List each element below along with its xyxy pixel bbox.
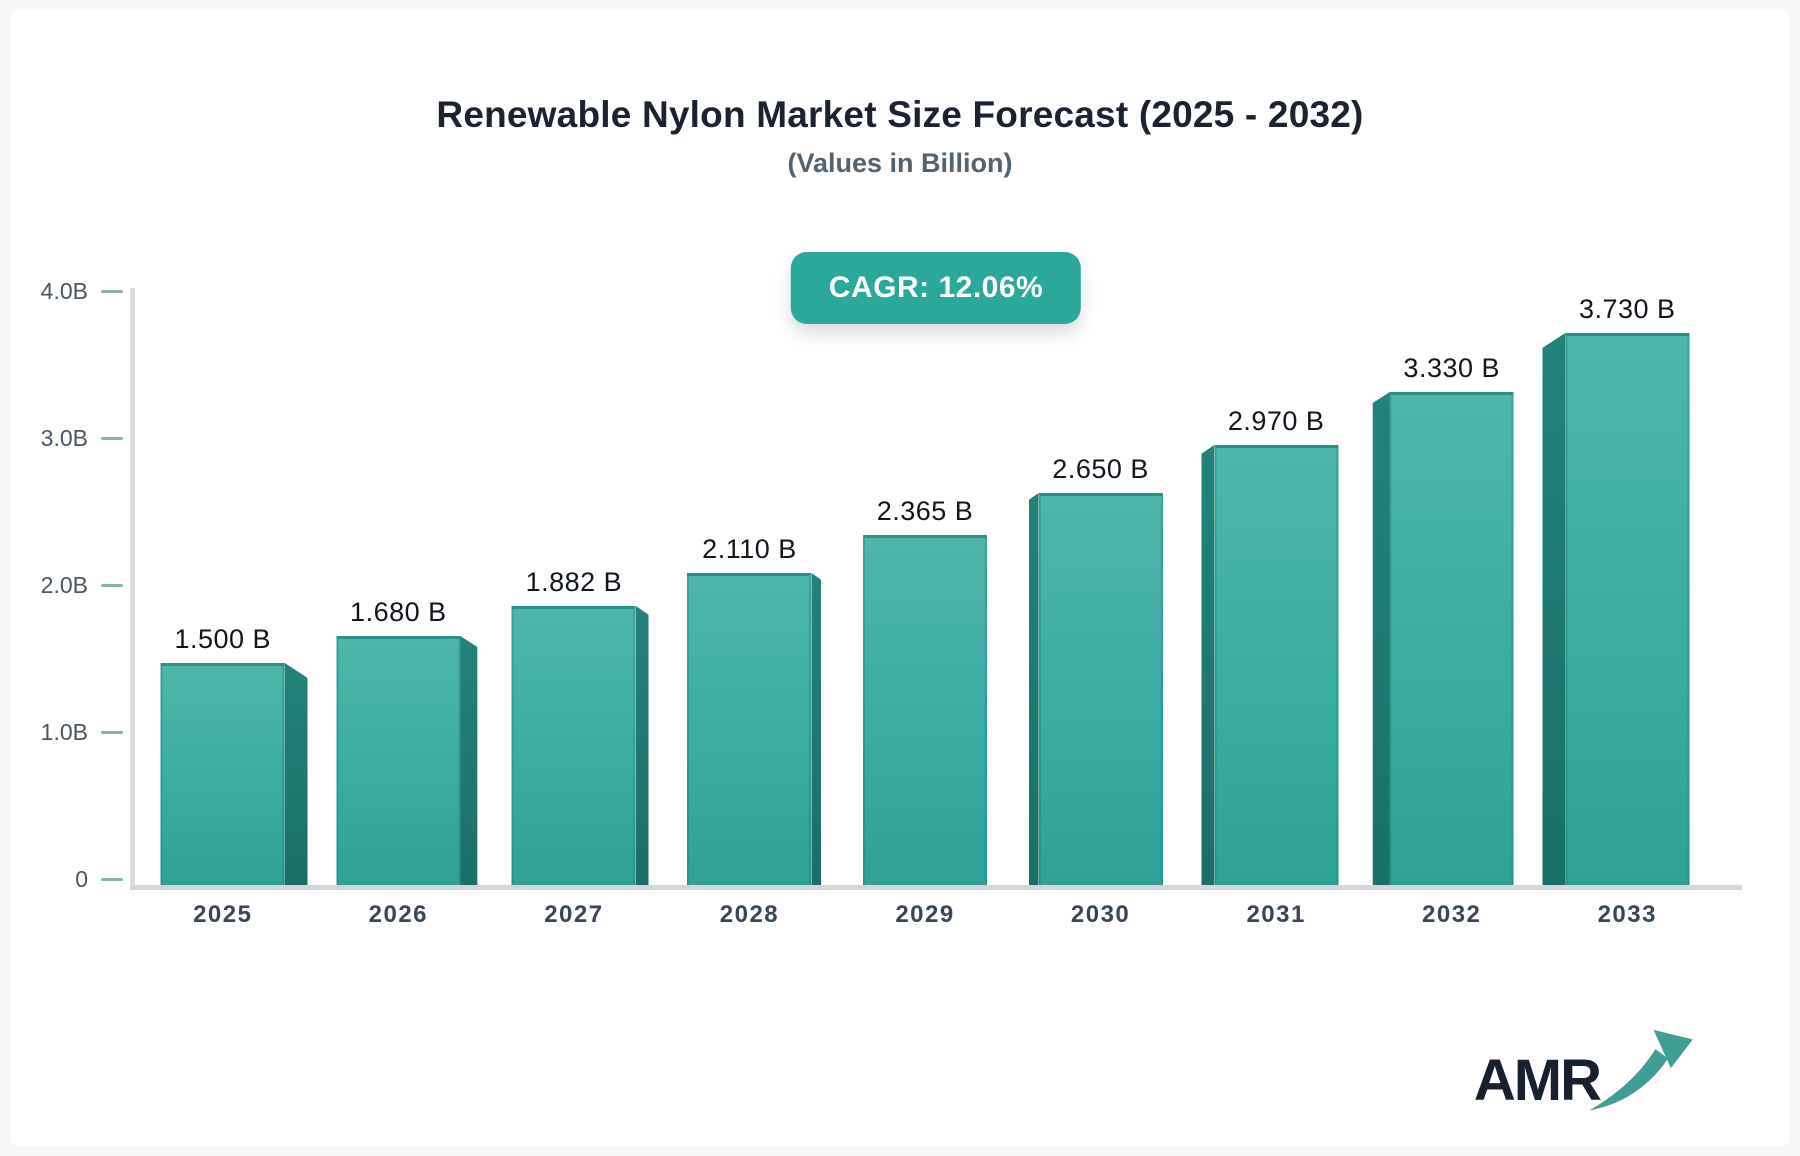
bar-face: 3.330 B bbox=[1389, 353, 1514, 885]
y-axis-label: 4.0B bbox=[40, 277, 88, 304]
bar-value-label: 3.330 B bbox=[1403, 353, 1501, 383]
bar-slot: 2.110 B bbox=[662, 534, 838, 885]
bar-side-face bbox=[284, 663, 308, 885]
y-axis-label: 0 bbox=[75, 865, 88, 892]
x-axis-label: 2026 bbox=[368, 901, 429, 928]
bar-side-face bbox=[460, 636, 478, 885]
x-axis-label: 2030 bbox=[1070, 901, 1131, 928]
chart-title: Renewable Nylon Market Size Forecast (20… bbox=[436, 94, 1364, 135]
bar-value-label: 2.650 B bbox=[1052, 454, 1149, 484]
bar-face: 1.680 B bbox=[336, 597, 461, 885]
bar-2025: 1.500 B bbox=[160, 624, 308, 885]
y-axis-tick-row: 1.0B bbox=[0, 718, 123, 746]
bar-face: 1.500 B bbox=[160, 624, 285, 885]
y-axis-tick bbox=[101, 436, 123, 440]
bar-face: 2.110 B bbox=[687, 534, 812, 885]
y-axis-tick bbox=[101, 730, 123, 734]
bar-slot: 3.330 B bbox=[1364, 353, 1540, 885]
x-axis-label: 2025 bbox=[193, 901, 253, 928]
bar-series: 1.500 B 1.680 B 1.882 B 2.110 B 2.365 B 2.650… bbox=[135, 294, 1716, 885]
y-axis-tick-row: 0 bbox=[0, 865, 123, 893]
bar-value-label: 2.365 B bbox=[876, 496, 974, 526]
bar-2031: 2.970 B bbox=[1201, 406, 1339, 885]
y-axis-tick-row: 2.0B bbox=[0, 571, 123, 599]
bar-side-face bbox=[1372, 392, 1390, 885]
x-axis-label: 2032 bbox=[1422, 901, 1482, 928]
x-axis-label: 2033 bbox=[1597, 901, 1657, 928]
bar-2033: 3.730 B bbox=[1542, 294, 1690, 885]
bar-2030: 2.650 B bbox=[1028, 454, 1163, 885]
bar-face: 1.882 B bbox=[511, 567, 636, 885]
x-axis-label: 2027 bbox=[544, 901, 604, 928]
bar-value-label: 2.970 B bbox=[1227, 406, 1325, 436]
bar-value-label: 1.500 B bbox=[174, 624, 272, 654]
bar-slot: 3.730 B bbox=[1540, 294, 1716, 885]
cagr-badge: CAGR: 12.06% bbox=[790, 252, 1082, 324]
bar-side-face bbox=[635, 606, 649, 885]
y-axis-tick-row: 3.0B bbox=[0, 424, 123, 452]
bar-2029: 2.365 B bbox=[863, 496, 988, 885]
bar-slot: 1.500 B bbox=[135, 624, 311, 885]
bar-2027: 1.882 B bbox=[511, 567, 649, 885]
y-axis-label: 1.0B bbox=[40, 718, 88, 745]
amr-logo: AMR bbox=[1473, 1028, 1704, 1113]
bar-2026: 1.680 B bbox=[336, 597, 478, 885]
bar-side-face bbox=[1542, 333, 1566, 885]
chart-subtitle: (Values in Billion) bbox=[787, 148, 1013, 178]
bar-value-label: 1.882 B bbox=[525, 567, 623, 597]
bar-face: 2.650 B bbox=[1038, 454, 1163, 885]
bar-value-label: 1.680 B bbox=[350, 597, 447, 627]
bar-value-label: 2.110 B bbox=[702, 534, 797, 564]
bar-face: 2.970 B bbox=[1214, 406, 1339, 885]
x-axis-labels: 2025 2026 2027 2028 2029 2030 2031 2032 2033 bbox=[135, 901, 1715, 929]
bar-slot: 2.650 B bbox=[1013, 454, 1189, 885]
amr-logo-text: AMR bbox=[1473, 1048, 1602, 1113]
x-axis-label: 2029 bbox=[895, 901, 955, 928]
x-axis-line bbox=[130, 885, 1742, 890]
bar-2028: 2.110 B bbox=[687, 534, 822, 885]
bar-slot: 2.970 B bbox=[1188, 406, 1364, 885]
bar-side-face bbox=[1028, 493, 1039, 885]
bar-face: 2.365 B bbox=[863, 496, 988, 885]
bar-slot: 1.882 B bbox=[486, 567, 662, 885]
y-axis-tick bbox=[101, 289, 123, 293]
bar-slot: 2.365 B bbox=[837, 496, 1013, 885]
y-axis-tick bbox=[101, 583, 123, 587]
bar-side-face bbox=[1201, 445, 1215, 885]
bar-side-face bbox=[811, 573, 822, 885]
y-axis-line bbox=[130, 288, 135, 890]
bar-value-label: 3.730 B bbox=[1578, 294, 1676, 324]
growth-arrow-icon bbox=[1589, 1029, 1693, 1111]
bar-slot: 1.680 B bbox=[311, 597, 487, 885]
bar-face: 3.730 B bbox=[1565, 294, 1690, 885]
bar-2032: 3.330 B bbox=[1372, 353, 1514, 885]
x-axis-label: 2031 bbox=[1246, 901, 1306, 928]
y-axis-tick-row: 4.0B bbox=[0, 277, 123, 305]
y-axis-tick bbox=[101, 877, 123, 881]
y-axis-label: 2.0B bbox=[40, 571, 88, 598]
x-axis-label: 2028 bbox=[719, 901, 780, 928]
y-axis-label: 3.0B bbox=[40, 424, 88, 451]
